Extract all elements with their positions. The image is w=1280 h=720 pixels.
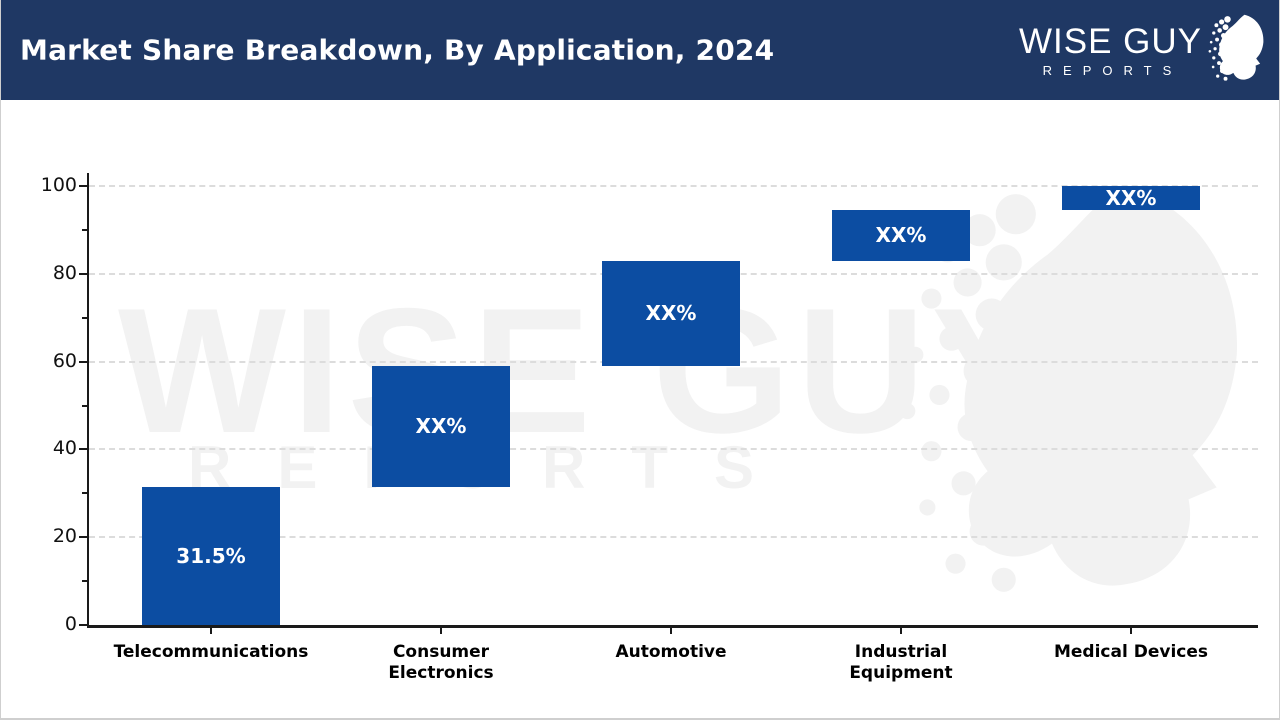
- y-minortick-10: [82, 580, 87, 583]
- brand-logo-text: WISE GUY REPORTS: [1018, 21, 1202, 78]
- x-tick-1: [440, 627, 442, 634]
- y-tick-label-60: 60: [52, 349, 77, 372]
- y-tick-label-100: 100: [40, 174, 77, 196]
- bar-segment-0: 31.5%: [142, 486, 280, 625]
- bar-value-label: XX%: [875, 223, 927, 248]
- bar-segment-4: XX%: [1062, 186, 1200, 211]
- y-tick-60: [79, 360, 87, 363]
- y-tick-label-80: 80: [52, 261, 77, 284]
- y-tick-0: [79, 624, 87, 626]
- gridline-40: [89, 448, 1258, 451]
- x-tick-2: [670, 627, 672, 634]
- y-minortick-90: [82, 228, 87, 231]
- y-tick-100: [79, 185, 87, 187]
- brand-name: WISE GUY: [1018, 21, 1202, 61]
- bar-segment-2: XX%: [602, 260, 740, 366]
- x-tick-label-4: Medical Devices: [1053, 642, 1208, 662]
- x-tick-label-3: Industrial Equipment: [849, 642, 953, 683]
- gridline-20: [89, 536, 1258, 539]
- brand-logo: WISE GUY REPORTS: [1019, 8, 1266, 92]
- x-tick-0: [210, 627, 212, 634]
- x-tick-label-0: Telecommunications: [113, 642, 309, 662]
- page-title: Market Share Breakdown, By Application, …: [20, 33, 775, 67]
- bar-segment-1: XX%: [372, 365, 510, 487]
- y-minortick-30: [82, 492, 87, 495]
- bar-value-label: XX%: [415, 414, 467, 439]
- x-tick-3: [900, 627, 902, 634]
- header-bar: Market Share Breakdown, By Application, …: [0, 0, 1280, 100]
- y-tick-label-20: 20: [52, 525, 77, 548]
- y-tick-label-0: 0: [64, 613, 77, 635]
- gridline-100: [89, 185, 1258, 187]
- x-tick-label-1: Consumer Electronics: [388, 642, 494, 683]
- bar-segment-3: XX%: [832, 210, 970, 261]
- y-minortick-50: [82, 404, 87, 407]
- bar-value-label: XX%: [645, 301, 697, 326]
- watermark-text-line1: WISE GUY: [118, 271, 1057, 470]
- y-axis-spine: [87, 173, 89, 627]
- x-tick-label-2: Automotive: [615, 642, 727, 662]
- brand-subname: REPORTS: [1042, 62, 1183, 78]
- x-tick-4: [1130, 627, 1132, 634]
- bar-value-label: XX%: [1105, 186, 1157, 211]
- y-tick-label-40: 40: [52, 437, 77, 460]
- x-axis-spine: [87, 625, 1258, 628]
- y-minortick-70: [82, 316, 87, 319]
- y-tick-40: [79, 448, 87, 451]
- y-tick-80: [79, 272, 87, 275]
- y-tick-20: [79, 536, 87, 539]
- dotted-head-logo-icon: [1208, 14, 1264, 81]
- bar-value-label: 31.5%: [176, 543, 246, 568]
